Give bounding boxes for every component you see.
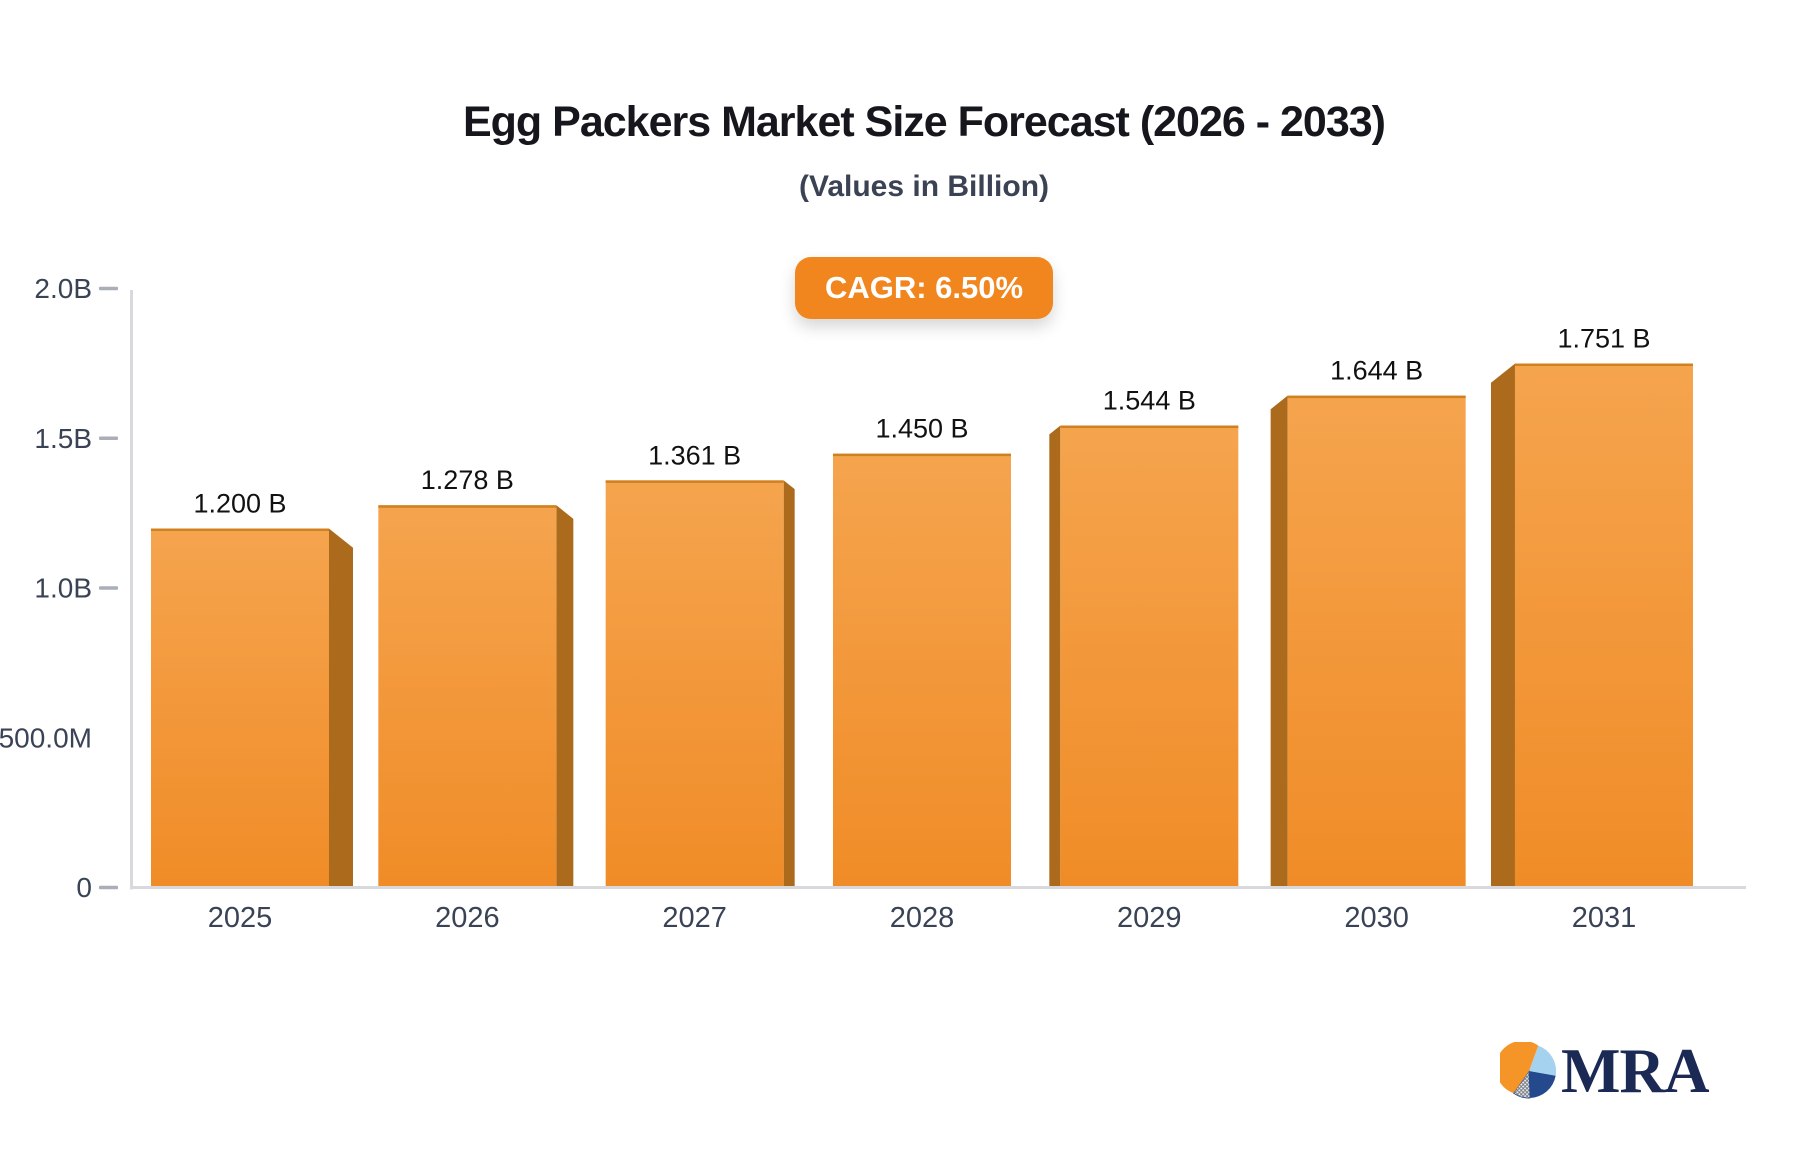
y-axis-tick-label: 500.0M: [0, 722, 92, 753]
bar-2028: [832, 453, 1011, 888]
bar-2026: [378, 505, 574, 888]
y-tick-dash: [99, 286, 118, 291]
pie-slice-hatched: [1512, 1069, 1531, 1099]
bar-front-face: [1514, 363, 1693, 888]
bar-2031: [1490, 363, 1693, 888]
mra-logo-text: MRA: [1561, 1036, 1709, 1106]
y-axis-tick-label: 2.0B: [34, 273, 92, 304]
y-tick-dash: [99, 436, 118, 440]
x-axis-labels: 2025 2026 2027 2028 2029 2030 2031: [208, 902, 1636, 934]
bar-value-label: 1.200 B: [193, 489, 286, 519]
y-axis-tick-label: 1.0B: [34, 573, 92, 604]
y-axis-tick-label: 1.5B: [34, 423, 92, 454]
mra-logo: MRA: [1500, 1036, 1709, 1106]
bar-value-label: 1.751 B: [1557, 324, 1650, 354]
y-axis-tick-label: 0: [76, 872, 92, 903]
y-tick-dash: [99, 885, 118, 890]
bar-front-face: [605, 480, 784, 888]
x-axis-tick-label: 2025: [208, 902, 273, 934]
bar-side-face: [1049, 425, 1061, 888]
bar-front-face: [1287, 395, 1466, 888]
bar-2025: [151, 528, 353, 888]
bar-value-label: 1.450 B: [875, 414, 968, 444]
bar-side-face: [783, 480, 795, 888]
x-axis-tick-label: 2029: [1117, 902, 1182, 934]
bar-2027: [605, 480, 795, 888]
bar-front-face: [832, 453, 1011, 888]
bar-2029: [1049, 425, 1239, 888]
bar-side-face: [329, 528, 353, 888]
bar-value-label: 1.278 B: [421, 465, 514, 495]
bar-front-face: [151, 528, 329, 888]
x-axis-tick-label: 2026: [435, 902, 500, 934]
y-tick-dash: [99, 586, 118, 590]
bars-group: [151, 363, 1693, 888]
bar-value-label: 1.644 B: [1330, 356, 1423, 386]
pie-slice-orange: [1500, 1042, 1539, 1094]
y-axis-labels: 2.0B 1.5B 1.0B 500.0M 0: [0, 273, 118, 903]
x-axis-tick-label: 2027: [662, 902, 727, 934]
bar-value-label: 1.361 B: [648, 440, 741, 470]
bar-side-face: [556, 505, 574, 888]
bar-side-face: [1490, 363, 1515, 888]
bar-value-label: 1.544 B: [1103, 386, 1196, 416]
x-axis-tick-label: 2030: [1344, 902, 1409, 934]
pie-slice-blue: [1529, 1071, 1556, 1099]
pie-slice-lightblue: [1529, 1045, 1557, 1076]
bar-front-face: [1060, 425, 1239, 888]
x-axis-tick-label: 2028: [890, 902, 955, 934]
x-axis-tick-label: 2031: [1572, 902, 1637, 934]
bar-front-face: [378, 505, 557, 888]
bar-side-face: [1270, 395, 1288, 888]
bar-value-labels: 1.200 B 1.278 B 1.361 B 1.450 B 1.544 B 1.644…: [193, 324, 1650, 519]
mra-logo-pie-icon: [1500, 1042, 1557, 1099]
bar-2030: [1270, 395, 1466, 888]
